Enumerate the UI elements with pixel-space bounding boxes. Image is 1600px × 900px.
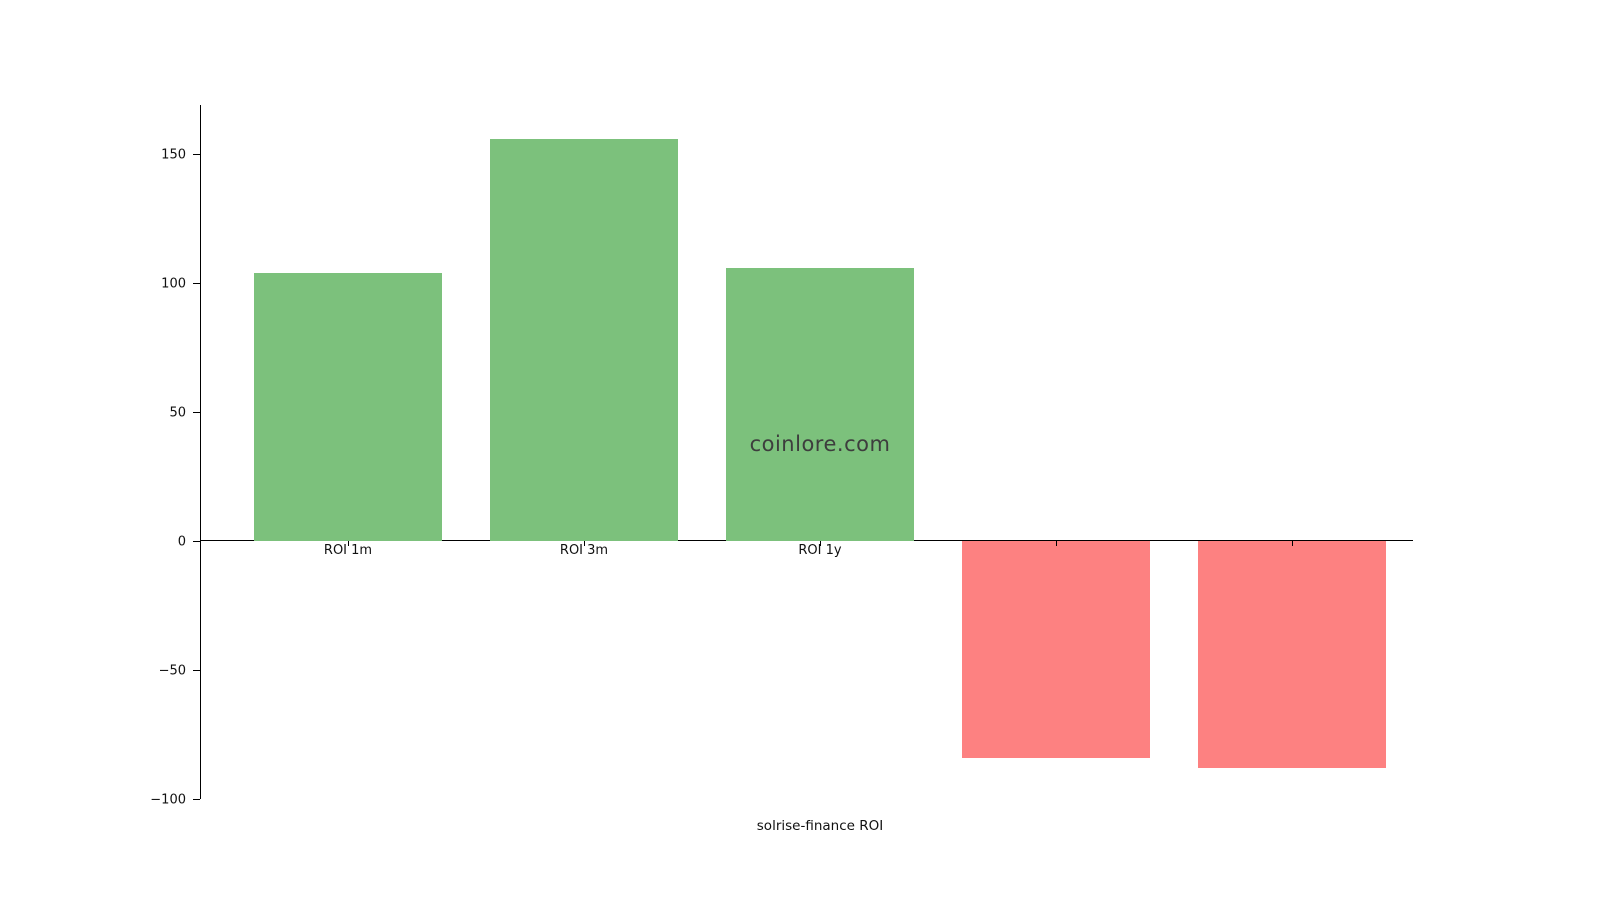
x-tick-label: ROI 1m — [323, 543, 373, 558]
y-tick-mark — [193, 799, 200, 800]
y-tick-label: 100 — [161, 276, 186, 292]
x-tick-mark — [348, 541, 349, 546]
y-tick-label: −100 — [150, 792, 186, 808]
y-tick-mark — [193, 154, 200, 155]
x-tick-mark — [1292, 541, 1293, 546]
x-tick-label: ROI 1y — [798, 543, 842, 558]
bar-roi-3m — [490, 138, 678, 541]
x-tick-mark — [1056, 541, 1057, 546]
y-tick-label: 50 — [169, 405, 186, 421]
y-tick-label: 150 — [161, 147, 186, 163]
bar-roi-1m — [254, 272, 442, 541]
bar-neg-3 — [962, 541, 1150, 758]
y-tick-mark — [193, 541, 200, 542]
x-tick-mark — [584, 541, 585, 546]
y-axis-line — [200, 104, 201, 799]
y-tick-label: 0 — [177, 534, 186, 550]
x-tick-mark — [820, 541, 821, 546]
y-tick-label: −50 — [158, 663, 186, 679]
bar-neg-4 — [1198, 541, 1386, 769]
y-tick-mark — [193, 412, 200, 413]
y-tick-mark — [193, 283, 200, 284]
chart-title: solrise-finance ROI — [756, 818, 884, 834]
x-tick-label: ROI 3m — [559, 543, 609, 558]
watermark: coinlore.com — [749, 432, 891, 456]
y-tick-mark — [193, 670, 200, 671]
bar-roi-1y — [726, 267, 914, 541]
